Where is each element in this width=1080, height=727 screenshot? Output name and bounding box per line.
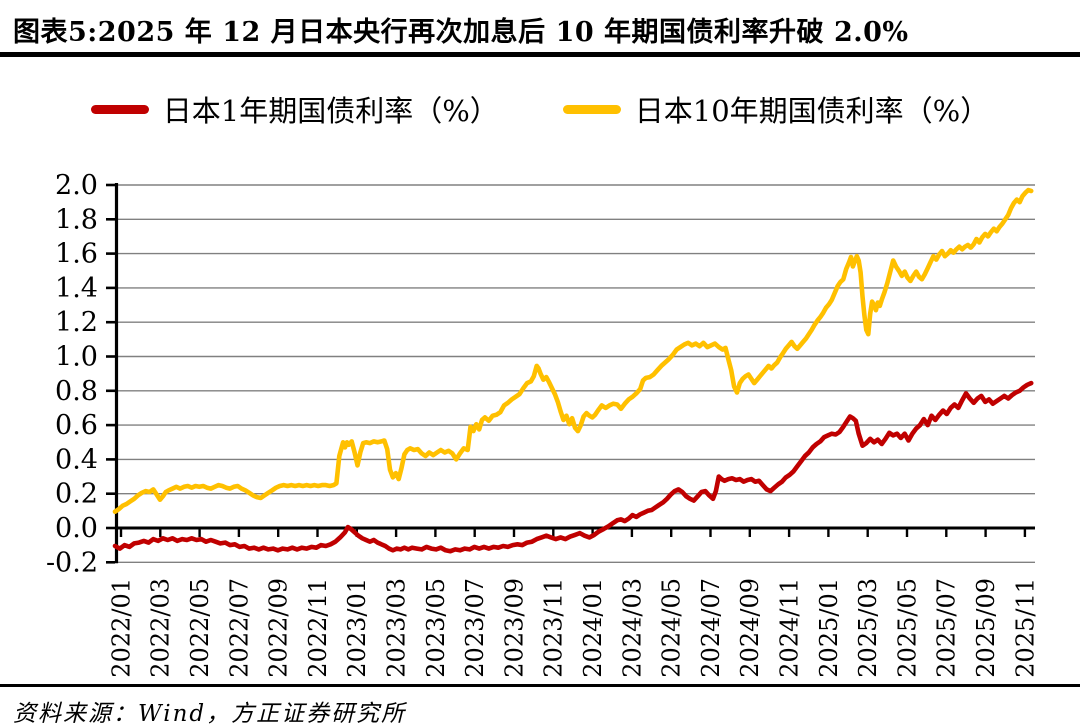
source-note: 资料来源：Wind，方正证券研究所 (13, 701, 407, 727)
legend-label-10y: 日本10年期国债利率（%） (634, 94, 990, 128)
chart-title: 图表5:2025 年 12 月日本央行再次加息后 10 年期国债利率升破 2.0… (13, 17, 909, 48)
x-axis-tick-label: 2022/05 (186, 578, 214, 678)
x-axis-tick-label: 2024/01 (579, 578, 607, 678)
x-axis-tick-label: 2025/09 (972, 578, 1000, 678)
x-axis-tick-label: 2023/11 (540, 578, 568, 678)
x-axis-tick-label: 2024/07 (697, 578, 725, 678)
x-axis-tick-label: 2025/07 (933, 578, 961, 678)
y-axis-tick-label: -0.2 (46, 547, 98, 578)
x-axis-tick-label: 2024/11 (776, 578, 804, 678)
legend-item-10y: 日本10年期国债利率（%） (562, 88, 990, 130)
x-axis-tick-label: 2024/09 (736, 578, 764, 678)
x-axis-tick-label: 2025/05 (893, 578, 921, 678)
y-axis-tick-label: 0.2 (55, 479, 98, 510)
x-axis-tick-label: 2022/09 (265, 578, 293, 678)
series-line-10y (112, 187, 1034, 515)
footer-divider-rule (0, 684, 1080, 687)
y-axis-tick-label: 2.0 (55, 170, 98, 201)
x-axis-tick-label: 2023/09 (500, 578, 528, 678)
y-axis-tick-label: 0.8 (55, 376, 98, 407)
legend-line-swatch-1y (90, 104, 149, 114)
legend-item-1y: 日本1年期国债利率（%） (90, 88, 499, 130)
title-divider-rule (0, 52, 1080, 57)
x-axis-tick-label: 2024/03 (618, 578, 646, 678)
y-axis-tick-label: 0.0 (55, 513, 98, 544)
x-axis-tick-label: 2022/07 (225, 578, 253, 678)
y-axis-tick-label: 0.6 (55, 410, 98, 441)
x-axis-tick-label: 2024/05 (658, 578, 686, 678)
x-axis-tick-label: 2023/01 (343, 578, 371, 678)
legend-label-1y: 日本1年期国债利率（%） (162, 94, 499, 128)
y-axis-tick-label: 1.2 (55, 307, 98, 338)
chart-legend: 日本1年期国债利率（%） 日本10年期国债利率（%） (0, 88, 1080, 130)
y-axis-tick-label: 0.4 (55, 444, 98, 475)
y-axis-tick-label: 1.0 (55, 342, 98, 373)
y-axis-tick-label: 1.4 (55, 273, 98, 304)
y-axis-tick-label: 1.6 (55, 239, 98, 270)
y-axis-tick-label: 1.8 (55, 204, 98, 235)
x-axis-tick-label: 2022/03 (147, 578, 175, 678)
legend-line-swatch-10y (562, 104, 621, 114)
x-axis-tick-label: 2025/03 (854, 578, 882, 678)
x-axis-tick-label: 2023/05 (422, 578, 450, 678)
x-axis-tick-label: 2022/01 (107, 578, 135, 678)
x-axis-tick-label: 2025/11 (1011, 578, 1039, 678)
x-axis-tick-label: 2025/01 (815, 578, 843, 678)
x-axis-tick-label: 2023/03 (383, 578, 411, 678)
x-axis-tick-label: 2022/11 (304, 578, 332, 678)
x-axis-tick-label: 2023/07 (461, 578, 489, 678)
series-line-1y (112, 380, 1034, 554)
